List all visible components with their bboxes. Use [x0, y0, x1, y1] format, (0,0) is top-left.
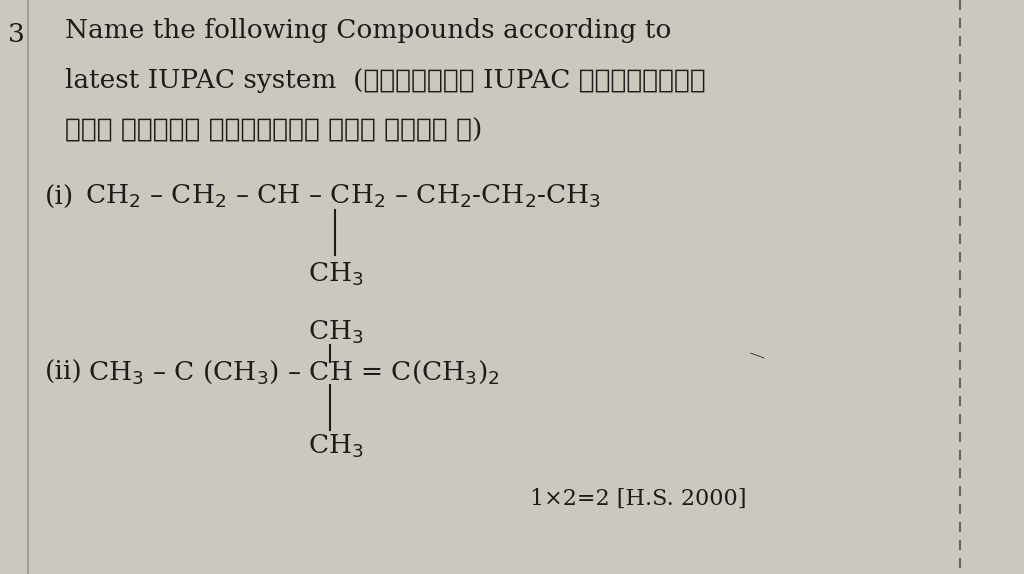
- Text: 3: 3: [8, 22, 25, 47]
- Text: (ii): (ii): [45, 360, 83, 385]
- Text: CH$_3$: CH$_3$: [308, 260, 364, 288]
- Text: CH$_3$: CH$_3$: [308, 318, 364, 346]
- Text: CH$_3$ – C (CH$_3$) – CH = C(CH$_3$)$_2$: CH$_3$ – C (CH$_3$) – CH = C(CH$_3$)$_2$: [88, 358, 500, 386]
- Text: CH$_2$ – CH$_2$ – CH – CH$_2$ – CH$_2$-CH$_2$-CH$_3$: CH$_2$ – CH$_2$ – CH – CH$_2$ – CH$_2$-C…: [85, 182, 601, 210]
- Text: (i): (i): [45, 185, 75, 210]
- Text: —: —: [745, 345, 766, 367]
- Text: 1×2=2 [H.S. 2000]: 1×2=2 [H.S. 2000]: [530, 488, 746, 510]
- Text: CH$_3$: CH$_3$: [308, 432, 364, 460]
- Text: তলত দিয়া যৌগবোরব নাম লিখা ঃ): তলত দিয়া যৌগবোরব নাম লিখা ঃ): [65, 118, 482, 143]
- Text: Name the following Compounds according to: Name the following Compounds according t…: [65, 18, 672, 43]
- Text: latest IUPAC system  (শহতীয়া IUPAC পদ্ধতিবে: latest IUPAC system (শহতীয়া IUPAC পদ্ধত…: [65, 68, 706, 93]
